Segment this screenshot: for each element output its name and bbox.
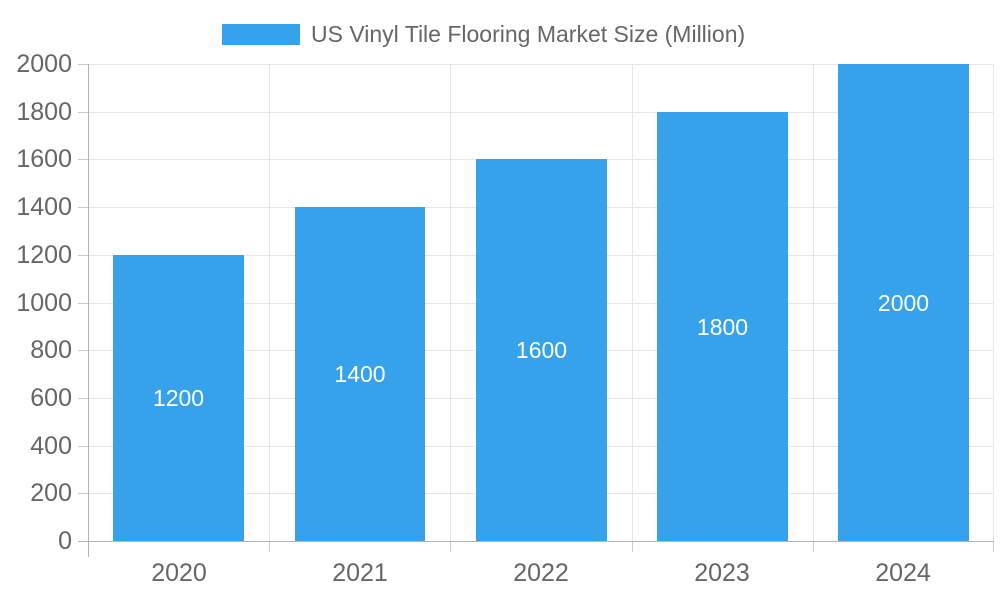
bar-2020: 1200 xyxy=(113,255,244,541)
bar-2024: 2000 xyxy=(838,64,969,541)
bar-value-label: 2000 xyxy=(877,289,930,316)
y-axis-tick-label: 0 xyxy=(58,527,72,555)
bar-2022: 1600 xyxy=(476,159,607,541)
y-tick xyxy=(78,350,88,351)
y-axis-tick-label: 400 xyxy=(30,432,72,460)
gridline-v xyxy=(993,64,994,541)
y-axis-tick-label: 1600 xyxy=(16,145,72,173)
x-axis-tick-label: 2021 xyxy=(332,559,388,587)
x-axis-tick-label: 2022 xyxy=(513,559,569,587)
x-tick xyxy=(993,542,994,552)
legend-item[interactable]: US Vinyl Tile Flooring Market Size (Mill… xyxy=(222,21,745,48)
bar-2021: 1400 xyxy=(295,207,425,541)
x-tick xyxy=(269,542,270,552)
y-tick xyxy=(78,64,88,65)
x-tick xyxy=(813,542,814,552)
bar-value-label: 1400 xyxy=(334,361,386,387)
bar-2023: 1800 xyxy=(657,112,788,541)
bar-value-label: 1800 xyxy=(696,313,749,340)
y-tick xyxy=(78,541,88,542)
y-axis-tick-label: 1400 xyxy=(16,193,72,221)
y-axis-tick-label: 600 xyxy=(30,384,72,412)
legend-color-swatch xyxy=(222,24,300,45)
y-tick xyxy=(78,303,88,304)
y-axis-tick-label: 200 xyxy=(30,479,72,507)
y-tick xyxy=(78,207,88,208)
gridline-h xyxy=(88,64,994,65)
y-axis-tick-label: 1800 xyxy=(16,98,72,126)
y-axis-tick-label: 1200 xyxy=(16,241,72,269)
gridline-v xyxy=(813,64,814,541)
y-tick xyxy=(78,159,88,160)
y-axis-tick-label: 2000 xyxy=(16,50,72,78)
y-tick xyxy=(78,255,88,256)
x-axis-tick-label: 2023 xyxy=(694,559,750,587)
y-axis-line xyxy=(88,64,89,557)
bar-value-label: 1600 xyxy=(515,337,568,363)
x-tick xyxy=(632,542,633,552)
gridline-v xyxy=(269,64,270,541)
legend-label: US Vinyl Tile Flooring Market Size (Mill… xyxy=(311,21,746,47)
x-axis-tick-label: 2020 xyxy=(151,559,207,587)
bar-value-label: 1200 xyxy=(152,385,205,411)
y-tick xyxy=(78,112,88,113)
x-axis-tick-label: 2024 xyxy=(875,559,931,587)
gridline-h xyxy=(88,112,994,113)
y-axis-tick-label: 1000 xyxy=(16,289,72,317)
gridline-v xyxy=(450,64,451,541)
y-tick xyxy=(78,398,88,399)
y-tick xyxy=(78,493,88,494)
x-tick xyxy=(450,542,451,552)
y-axis-tick-label: 800 xyxy=(30,336,72,364)
y-tick xyxy=(78,446,88,447)
gridline-v xyxy=(632,64,633,541)
x-axis-line xyxy=(88,541,994,542)
